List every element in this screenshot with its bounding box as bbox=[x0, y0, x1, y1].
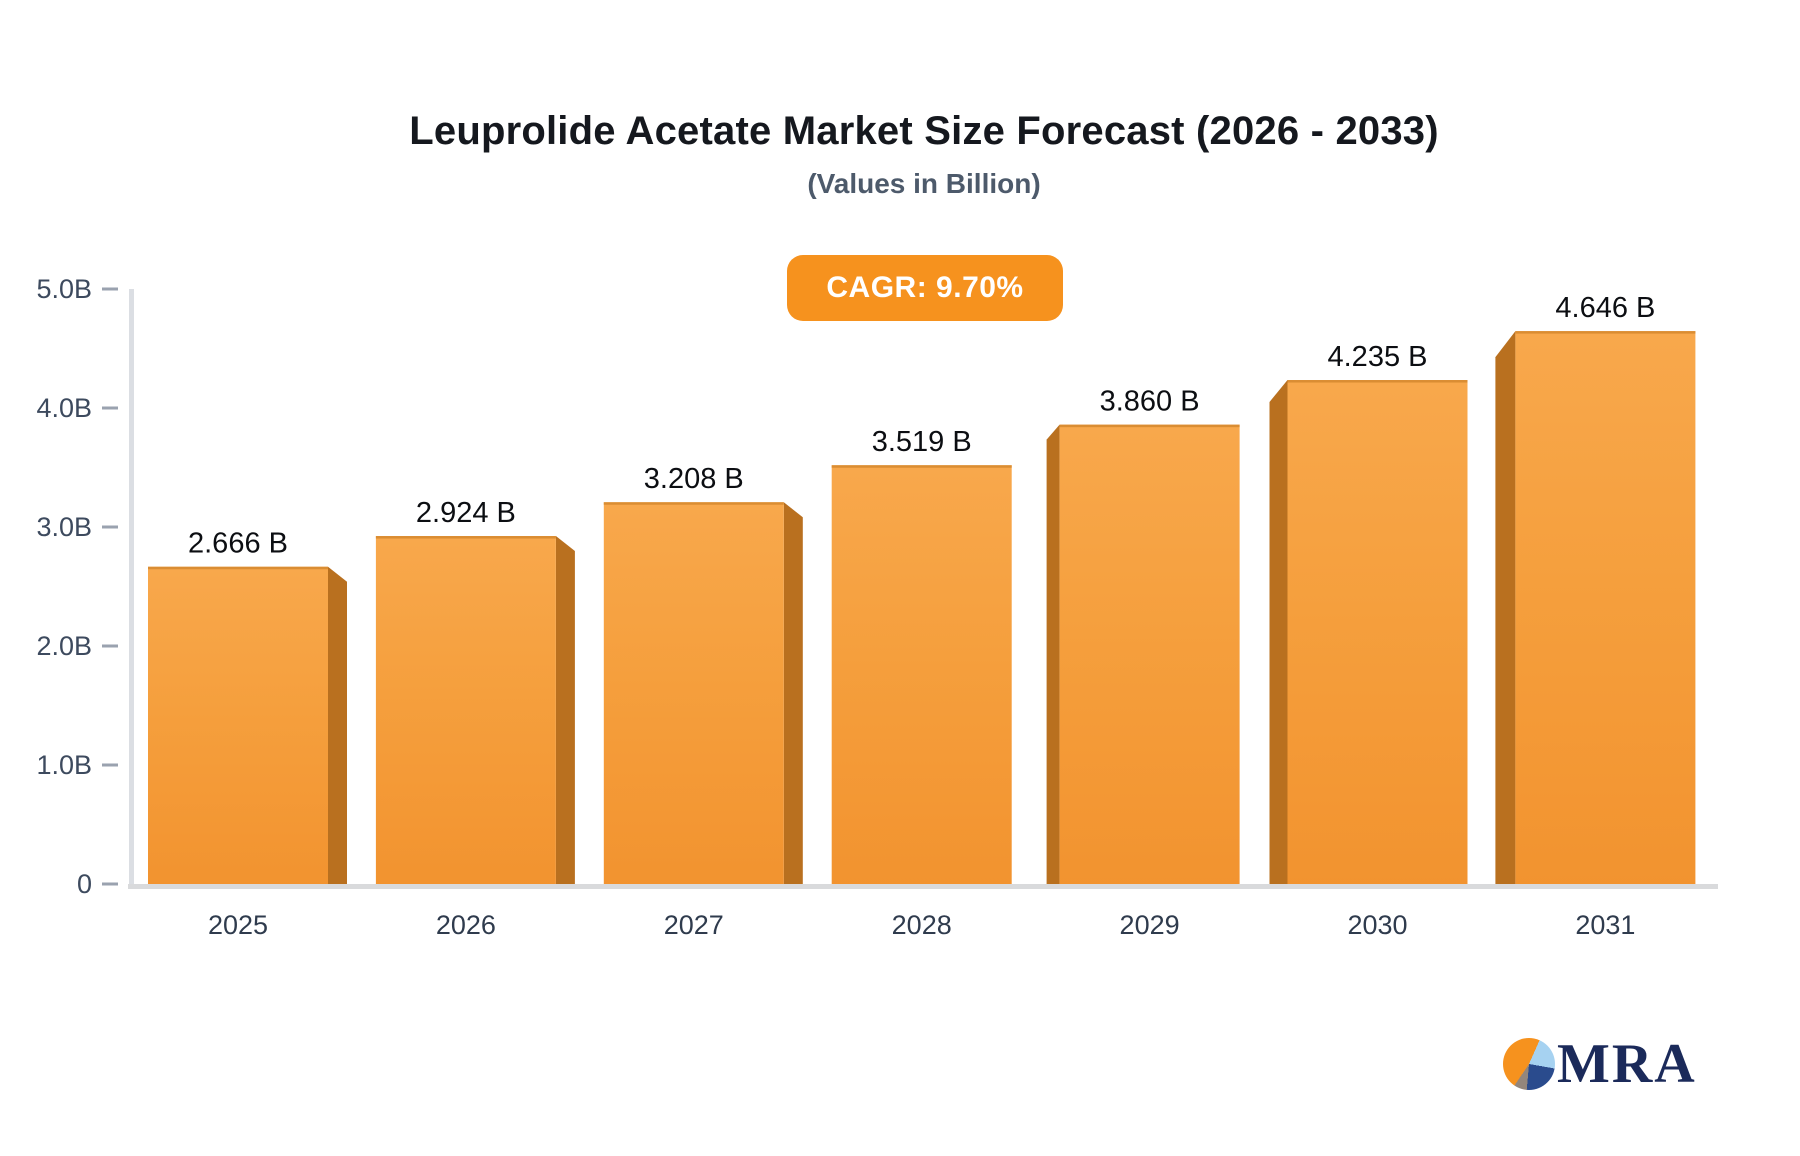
bar-top-edge bbox=[831, 465, 1012, 468]
bar-value-label: 2.666 B bbox=[188, 528, 288, 560]
bar-group-2027: 3.208 B bbox=[603, 463, 803, 888]
y-axis-line bbox=[129, 289, 134, 884]
bar-value-label: 3.519 B bbox=[872, 426, 972, 458]
bar-value-label: 4.235 B bbox=[1328, 341, 1428, 373]
chart-title: Leuprolide Acetate Market Size Forecast … bbox=[409, 109, 1439, 153]
cagr-badge: CAGR: 9.70% bbox=[787, 255, 1063, 321]
bar-face bbox=[831, 465, 1012, 888]
bar-value-label: 3.208 B bbox=[644, 463, 744, 495]
x-axis-label: 2030 bbox=[1347, 910, 1407, 940]
chart-header: Leuprolide Acetate Market Size Forecast … bbox=[131, 0, 1717, 200]
bar-side-face bbox=[1495, 331, 1516, 887]
x-axis-label: 2029 bbox=[1120, 910, 1180, 940]
y-axis-tick bbox=[102, 882, 118, 886]
bar-group-2025: 2.666 B bbox=[148, 528, 347, 888]
bar-value-label: 4.646 B bbox=[1555, 292, 1655, 324]
bar-top-edge bbox=[375, 536, 556, 539]
y-axis-tick bbox=[102, 287, 118, 291]
y-axis-label: 0 bbox=[77, 869, 92, 899]
y-axis-label: 2.0B bbox=[36, 631, 92, 661]
x-axis-label: 2026 bbox=[436, 910, 496, 940]
bar-face bbox=[1059, 424, 1240, 888]
x-axis-label: 2031 bbox=[1575, 910, 1635, 940]
logo-text: MRA bbox=[1557, 1033, 1697, 1095]
y-axis-label: 1.0B bbox=[36, 750, 92, 780]
y-axis-tick bbox=[102, 763, 118, 767]
bar-face bbox=[603, 502, 784, 888]
y-axis-label: 4.0B bbox=[36, 393, 92, 423]
bar-face bbox=[148, 566, 328, 888]
bar-face bbox=[1287, 380, 1468, 888]
bar-group-2028: 3.519 B bbox=[831, 426, 1012, 888]
x-axis-label: 2028 bbox=[892, 910, 952, 940]
y-axis-tick bbox=[102, 406, 118, 410]
bar-face bbox=[1515, 331, 1696, 889]
bar-group-2029: 3.860 B bbox=[1046, 386, 1240, 888]
mra-logo: MRA bbox=[1503, 1033, 1697, 1095]
bar-side-face bbox=[1046, 424, 1060, 886]
bar-top-edge bbox=[603, 502, 784, 505]
bar-top-edge bbox=[1059, 424, 1240, 428]
bar-top-edge bbox=[1515, 331, 1696, 334]
y-axis-tick bbox=[102, 525, 118, 529]
y-axis-tick bbox=[102, 644, 118, 648]
bar-side-face bbox=[1269, 380, 1288, 886]
bar-top-edge bbox=[1287, 380, 1468, 383]
bar-group-2026: 2.924 B bbox=[375, 497, 575, 888]
bar-side-face bbox=[555, 536, 575, 886]
x-axis-label: 2025 bbox=[208, 910, 268, 940]
bar-group-2031: 4.646 B bbox=[1495, 292, 1696, 889]
pie-chart-icon bbox=[1503, 1038, 1555, 1090]
bar-side-face bbox=[328, 566, 347, 886]
bar-top-edge bbox=[148, 566, 328, 570]
chart-subtitle: (Values in Billion) bbox=[807, 168, 1041, 199]
bar-side-face bbox=[783, 502, 803, 886]
x-axis-label: 2027 bbox=[664, 910, 724, 940]
y-axis-label: 3.0B bbox=[36, 512, 92, 542]
bar-value-label: 3.860 B bbox=[1100, 386, 1200, 418]
bar-face bbox=[375, 536, 556, 888]
bar-group-2030: 4.235 B bbox=[1269, 341, 1468, 888]
bar-value-label: 2.924 B bbox=[416, 497, 516, 529]
y-axis-label: 5.0B bbox=[36, 274, 92, 304]
x-axis-line bbox=[128, 884, 1718, 889]
